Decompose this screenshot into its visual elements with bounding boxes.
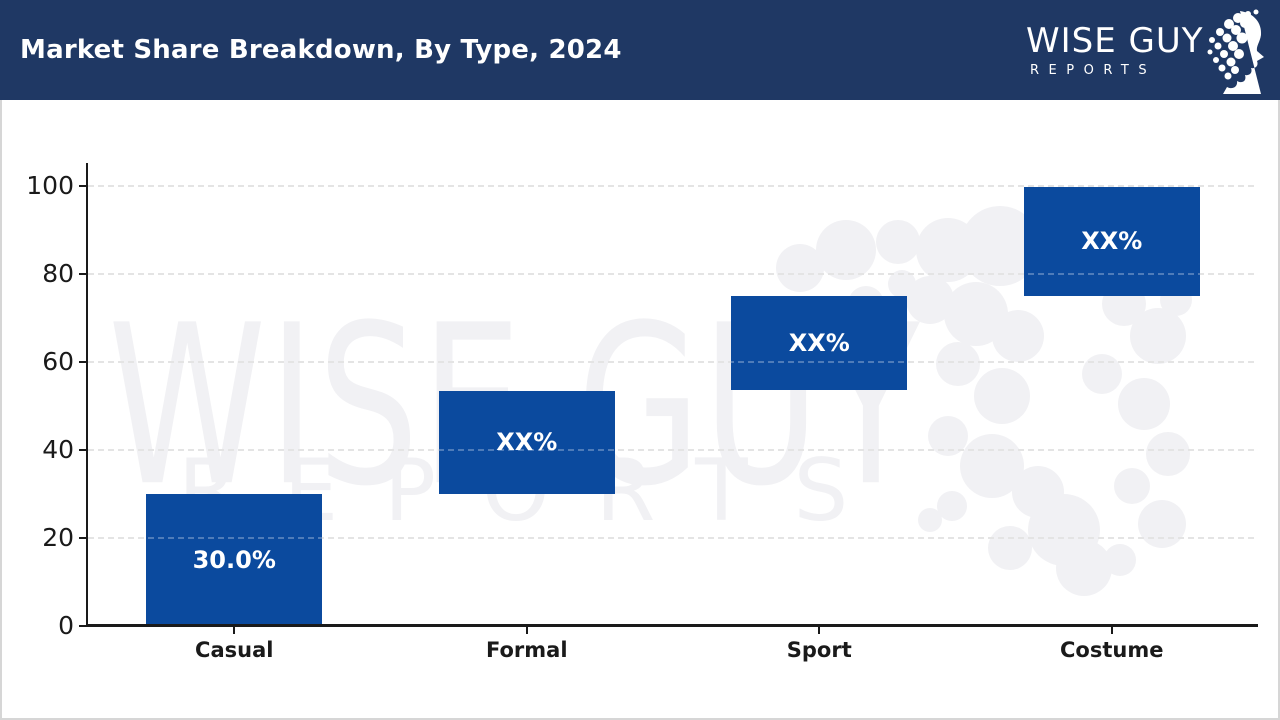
x-tick-label-sport: Sport <box>786 638 852 662</box>
gridline-80 <box>88 272 1258 275</box>
logo-wordmark: WISE GUY <box>1026 21 1204 61</box>
x-tick-mark-formal <box>525 624 528 634</box>
bar-label-formal: XX% <box>496 428 558 457</box>
bar-label-sport: XX% <box>788 328 850 357</box>
frame-border-right <box>1278 100 1280 720</box>
x-axis-line <box>86 624 1258 627</box>
y-tick-label-80: 80 <box>42 258 74 288</box>
x-tick-mark-casual <box>233 624 236 634</box>
logo-subtext: REPORTS <box>1030 63 1156 78</box>
gridline-overlay-60 <box>88 360 1258 363</box>
y-tick-mark-40 <box>79 448 88 451</box>
y-axis-line <box>86 163 88 626</box>
logo-head-icon <box>1207 9 1264 94</box>
gridline-overlay-80 <box>88 272 1258 275</box>
bar-formal <box>438 390 615 494</box>
chart-title: Market Share Breakdown, By Type, 2024 <box>20 35 622 65</box>
y-tick-mark-0 <box>79 625 88 627</box>
bar-sport <box>731 296 908 390</box>
y-tick-mark-80 <box>79 272 88 275</box>
x-tick-label-casual: Casual <box>195 638 274 662</box>
x-tick-label-costume: Costume <box>1060 638 1164 662</box>
gridline-overlay-20 <box>88 536 1258 539</box>
y-tick-label-100: 100 <box>26 170 74 200</box>
gridline-20 <box>88 536 1258 539</box>
bar-costume <box>1023 186 1200 297</box>
x-tick-mark-costume <box>1110 624 1113 634</box>
y-tick-label-60: 60 <box>42 346 74 376</box>
header-bar: Market Share Breakdown, By Type, 2024 WI… <box>0 0 1280 100</box>
wiseguy-logo: WISE GUY REPORTS <box>1026 9 1264 94</box>
bar-label-casual: 30.0% <box>192 545 276 574</box>
bar-label-costume: XX% <box>1081 227 1143 256</box>
y-tick-label-40: 40 <box>42 434 74 464</box>
gridline-100 <box>88 184 1258 187</box>
y-tick-label-0: 0 <box>58 611 74 640</box>
gridline-60 <box>88 360 1258 363</box>
y-tick-mark-60 <box>79 360 88 363</box>
x-tick-label-formal: Formal <box>485 638 568 662</box>
frame-border-bottom <box>0 718 1280 720</box>
y-tick-label-20: 20 <box>42 522 74 552</box>
gridline-40 <box>88 448 1258 451</box>
bar-casual <box>146 493 323 626</box>
gridline-overlay-40 <box>88 448 1258 451</box>
y-tick-mark-20 <box>79 536 88 539</box>
gridline-overlay-100 <box>88 184 1258 187</box>
y-tick-mark-100 <box>79 184 88 187</box>
x-tick-mark-sport <box>818 624 821 634</box>
frame-border-left <box>0 100 2 720</box>
